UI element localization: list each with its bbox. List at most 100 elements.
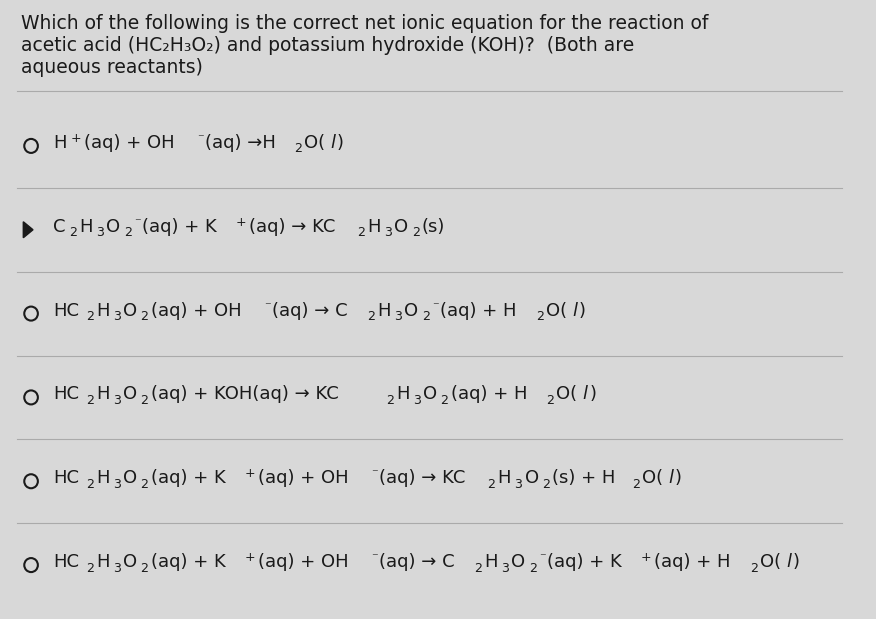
- Text: O: O: [404, 301, 418, 319]
- Text: +: +: [70, 132, 81, 145]
- Polygon shape: [24, 222, 33, 238]
- Text: (aq) + K: (aq) + K: [548, 553, 622, 571]
- Text: ⁻: ⁻: [265, 300, 271, 313]
- Text: O(: O(: [642, 469, 663, 487]
- Text: 2: 2: [412, 227, 420, 240]
- Text: l: l: [668, 469, 673, 487]
- Text: (aq) → C: (aq) → C: [272, 301, 348, 319]
- Text: ): ): [675, 469, 682, 487]
- Text: 2: 2: [422, 310, 430, 323]
- Text: HC: HC: [53, 553, 80, 571]
- Text: 3: 3: [501, 561, 509, 574]
- Text: Which of the following is the correct net ionic equation for the reaction of: Which of the following is the correct ne…: [21, 14, 709, 33]
- Text: HC: HC: [53, 386, 80, 404]
- Text: H: H: [396, 386, 409, 404]
- Text: 3: 3: [413, 394, 420, 407]
- Text: (aq) + K: (aq) + K: [151, 553, 225, 571]
- Text: H: H: [378, 301, 391, 319]
- Text: 2: 2: [547, 394, 555, 407]
- Text: ): ): [579, 301, 586, 319]
- Text: O(: O(: [304, 134, 325, 152]
- Text: 3: 3: [113, 478, 121, 491]
- Text: acetic acid (HC₂H₃O₂) and potassium hydroxide (KOH)?  (Both are: acetic acid (HC₂H₃O₂) and potassium hydr…: [21, 36, 634, 55]
- Text: aqueous reactants): aqueous reactants): [21, 58, 203, 77]
- Text: (s): (s): [422, 218, 445, 236]
- Text: (aq) + OH: (aq) + OH: [83, 134, 174, 152]
- Text: H: H: [484, 553, 498, 571]
- Text: (aq) + H: (aq) + H: [654, 553, 731, 571]
- Text: (aq) + OH: (aq) + OH: [258, 469, 349, 487]
- Text: H: H: [96, 469, 110, 487]
- Text: (aq) + H: (aq) + H: [440, 301, 517, 319]
- Text: 3: 3: [96, 227, 104, 240]
- Text: 2: 2: [86, 561, 94, 574]
- Text: (aq) + OH: (aq) + OH: [151, 301, 241, 319]
- Text: H: H: [367, 218, 381, 236]
- Text: O: O: [394, 218, 408, 236]
- Text: 3: 3: [113, 394, 121, 407]
- Text: ): ): [793, 553, 800, 571]
- Text: 2: 2: [86, 394, 94, 407]
- Text: (aq) → KC: (aq) → KC: [249, 218, 336, 236]
- Text: H: H: [79, 218, 93, 236]
- Text: l: l: [573, 301, 577, 319]
- Text: (aq) + KOH(aq) → KC: (aq) + KOH(aq) → KC: [151, 386, 338, 404]
- Text: 2: 2: [141, 394, 149, 407]
- Text: O: O: [423, 386, 437, 404]
- Text: 2: 2: [474, 561, 482, 574]
- Text: l: l: [583, 386, 588, 404]
- Text: 3: 3: [384, 227, 392, 240]
- Text: 2: 2: [294, 142, 302, 155]
- Text: (aq) →H: (aq) →H: [206, 134, 276, 152]
- Text: +: +: [640, 552, 652, 565]
- Text: 2: 2: [536, 310, 544, 323]
- Text: H: H: [53, 134, 67, 152]
- Text: l: l: [787, 553, 791, 571]
- Text: ): ): [589, 386, 596, 404]
- Text: H: H: [498, 469, 511, 487]
- Text: (aq) + K: (aq) + K: [151, 469, 225, 487]
- Text: (aq) + OH: (aq) + OH: [258, 553, 349, 571]
- Text: HC: HC: [53, 469, 80, 487]
- Text: 2: 2: [141, 310, 149, 323]
- Text: +: +: [244, 552, 255, 565]
- Text: 2: 2: [632, 478, 639, 491]
- Text: O: O: [123, 301, 137, 319]
- Text: ): ): [337, 134, 344, 152]
- Text: 3: 3: [514, 478, 523, 491]
- Text: 2: 2: [441, 394, 449, 407]
- Text: H: H: [96, 553, 110, 571]
- Text: +: +: [236, 216, 246, 229]
- Text: (aq) + K: (aq) + K: [142, 218, 216, 236]
- Text: O(: O(: [760, 553, 781, 571]
- Text: l: l: [331, 134, 336, 152]
- Text: O: O: [123, 553, 137, 571]
- Text: ⁻: ⁻: [371, 467, 378, 480]
- Text: (aq) + H: (aq) + H: [450, 386, 527, 404]
- Text: 2: 2: [385, 394, 394, 407]
- Text: 2: 2: [69, 227, 77, 240]
- Text: ⁻: ⁻: [371, 552, 378, 565]
- Text: 2: 2: [488, 478, 496, 491]
- Text: 2: 2: [86, 310, 94, 323]
- Text: C: C: [53, 218, 66, 236]
- Text: ⁻: ⁻: [432, 300, 439, 313]
- Text: 3: 3: [113, 561, 121, 574]
- Text: O(: O(: [546, 301, 567, 319]
- Text: ⁻: ⁻: [197, 132, 204, 145]
- Text: O(: O(: [556, 386, 577, 404]
- Text: 3: 3: [113, 310, 121, 323]
- Text: +: +: [244, 467, 255, 480]
- Text: 2: 2: [529, 561, 537, 574]
- Text: 2: 2: [86, 478, 94, 491]
- Text: 2: 2: [141, 561, 149, 574]
- Text: 2: 2: [357, 227, 365, 240]
- Text: HC: HC: [53, 301, 80, 319]
- Text: 3: 3: [394, 310, 402, 323]
- Text: ⁻: ⁻: [134, 216, 140, 229]
- Text: 2: 2: [141, 478, 149, 491]
- Text: O: O: [511, 553, 526, 571]
- Text: 2: 2: [542, 478, 550, 491]
- Text: H: H: [96, 301, 110, 319]
- Text: 2: 2: [124, 227, 131, 240]
